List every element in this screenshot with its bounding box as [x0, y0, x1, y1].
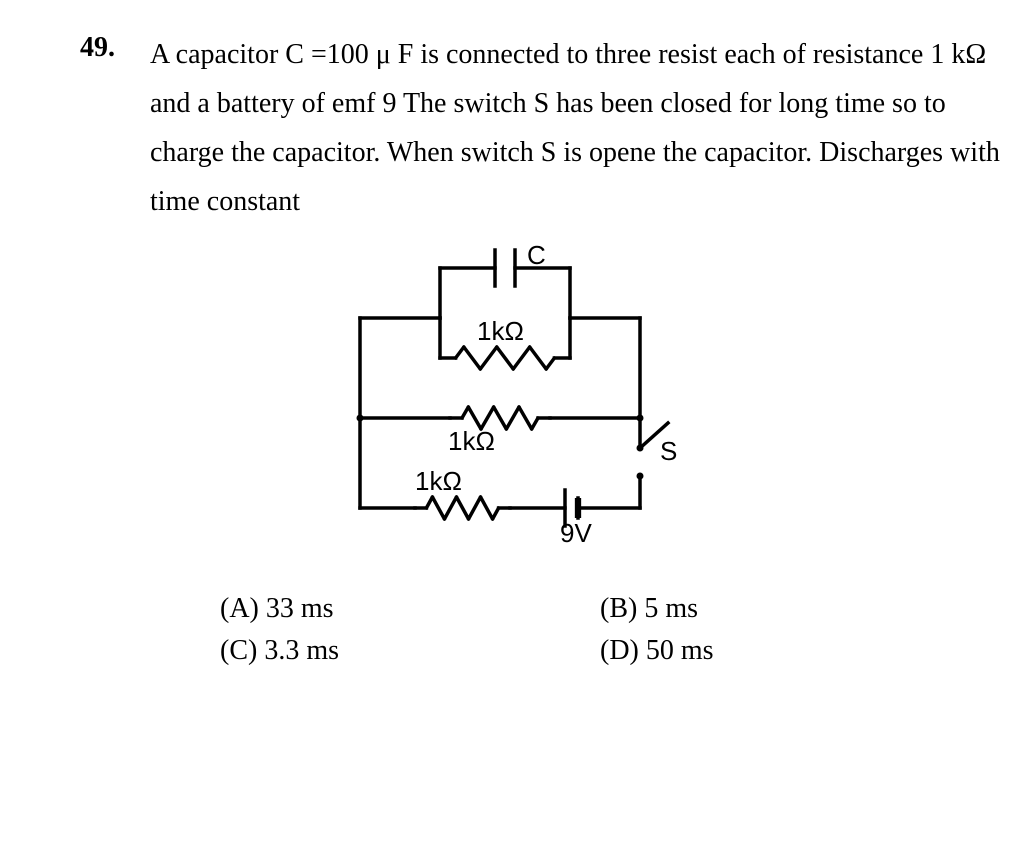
option-c: (C) 3.3 ms — [220, 635, 600, 667]
svg-text:1kΩ: 1kΩ — [415, 466, 462, 496]
svg-text:1kΩ: 1kΩ — [448, 426, 495, 456]
question-block: 49. A capacitor C =100 μ F is connected … — [80, 30, 1004, 226]
circuit-svg: C 1kΩ 1kΩ S 1kΩ 9V — [310, 238, 710, 568]
question-text: A capacitor C =100 μ F is connected to t… — [150, 30, 1004, 226]
option-d: (D) 50 ms — [600, 635, 980, 667]
option-a: (A) 33 ms — [220, 593, 600, 625]
svg-text:9V: 9V — [560, 518, 592, 548]
svg-text:1kΩ: 1kΩ — [477, 316, 524, 346]
svg-text:C: C — [527, 240, 546, 270]
circuit-diagram: C 1kΩ 1kΩ S 1kΩ 9V — [310, 238, 710, 573]
options-block: (A) 33 ms (B) 5 ms (C) 3.3 ms (D) 50 ms — [220, 593, 1004, 667]
options-row-2: (C) 3.3 ms (D) 50 ms — [220, 635, 1004, 667]
options-row-1: (A) 33 ms (B) 5 ms — [220, 593, 1004, 625]
option-b: (B) 5 ms — [600, 593, 980, 625]
question-number: 49. — [80, 30, 150, 64]
svg-text:S: S — [660, 436, 677, 466]
